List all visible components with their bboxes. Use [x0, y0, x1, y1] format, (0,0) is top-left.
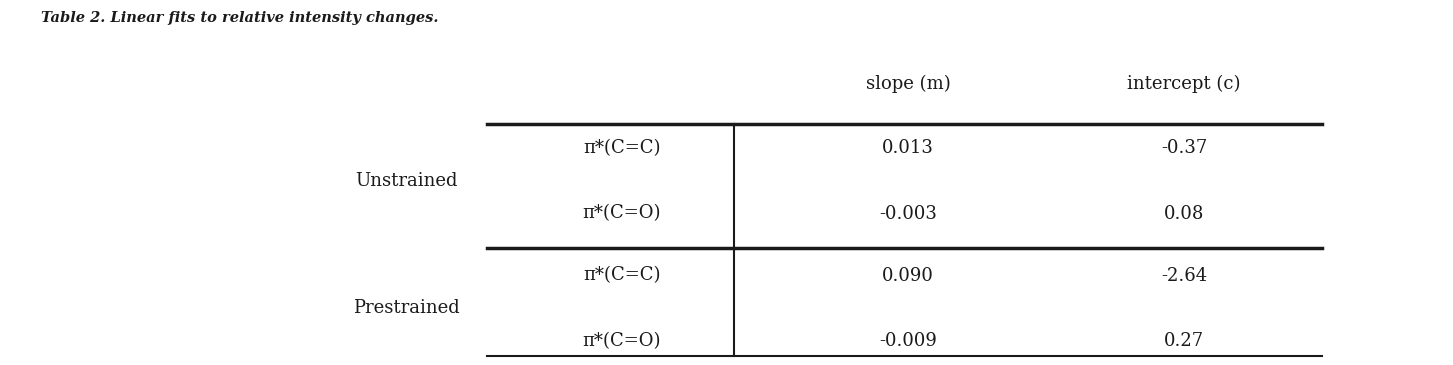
- Text: -0.37: -0.37: [1161, 139, 1207, 157]
- Text: 0.27: 0.27: [1164, 332, 1205, 350]
- Text: π*(C=O): π*(C=O): [583, 204, 661, 223]
- Text: 0.08: 0.08: [1164, 204, 1205, 223]
- Text: π*(C=O): π*(C=O): [583, 332, 661, 350]
- Text: π*(C=C): π*(C=C): [584, 139, 661, 157]
- Text: Table 2. Linear fits to relative intensity changes.: Table 2. Linear fits to relative intensi…: [41, 11, 439, 25]
- Text: Prestrained: Prestrained: [353, 299, 461, 318]
- Text: 0.013: 0.013: [882, 139, 934, 157]
- Text: -2.64: -2.64: [1161, 266, 1207, 285]
- Text: π*(C=C): π*(C=C): [584, 266, 661, 285]
- Text: Unstrained: Unstrained: [356, 172, 458, 190]
- Text: -0.009: -0.009: [879, 332, 937, 350]
- Text: slope (m): slope (m): [866, 75, 950, 93]
- Text: intercept (c): intercept (c): [1128, 75, 1241, 93]
- Text: -0.003: -0.003: [879, 204, 937, 223]
- Text: 0.090: 0.090: [882, 266, 934, 285]
